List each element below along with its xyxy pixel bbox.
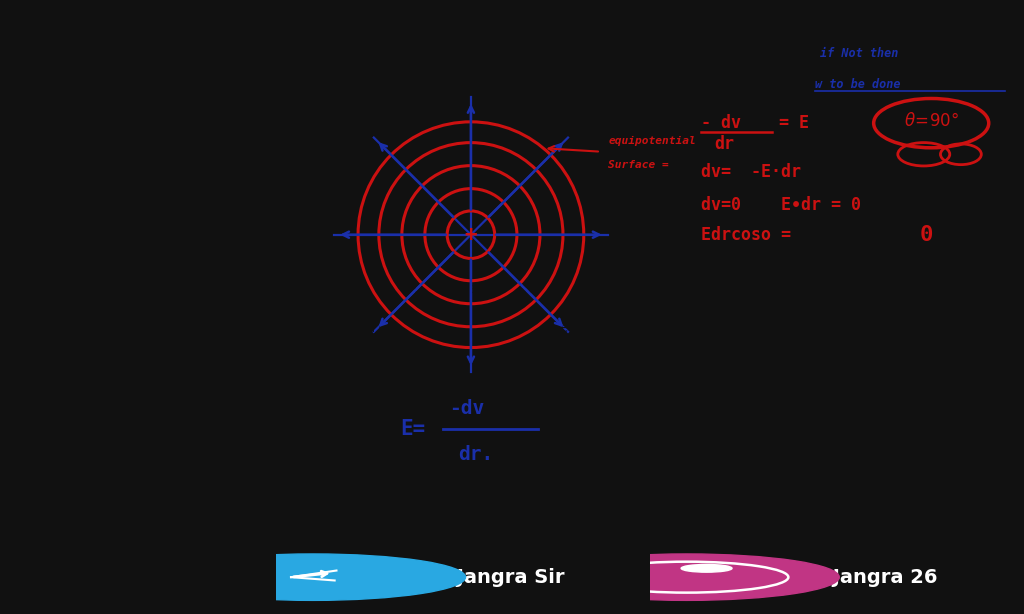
Text: dv=  -E·dr: dv= -E·dr	[701, 163, 801, 181]
Text: E=: E=	[400, 419, 426, 439]
Text: equipotential: equipotential	[608, 136, 696, 146]
Text: Surface =: Surface =	[608, 160, 669, 169]
Text: if Not then: if Not then	[820, 47, 898, 60]
Text: w to be done: w to be done	[815, 78, 900, 91]
Circle shape	[160, 554, 466, 600]
Text: = E: = E	[779, 114, 809, 132]
Text: +: +	[465, 225, 477, 245]
Text: Sunil Jangra 26: Sunil Jangra 26	[771, 568, 937, 586]
Text: • Equipotential  Surfaces  are  closer  together  in  the  region: • Equipotential Surfaces are closer toge…	[297, 282, 833, 296]
Text: dr.: dr.	[459, 445, 494, 464]
Text: -dv: -dv	[449, 399, 484, 418]
Text: of  strong  field  and  farther  apart  in  the  regions  of  weak: of strong field and farther apart in the…	[297, 321, 865, 335]
Text: Edrcoso =: Edrcoso =	[701, 226, 801, 244]
Circle shape	[681, 564, 732, 572]
Text: 0: 0	[920, 225, 934, 245]
Text: fields.: fields.	[297, 360, 379, 374]
Text: Sunil Jangra Sir: Sunil Jangra Sir	[395, 568, 565, 586]
Text: dr: dr	[715, 135, 734, 153]
Text: $\theta\!=\!90°$: $\theta\!=\!90°$	[903, 112, 958, 130]
Text: - dv: - dv	[701, 114, 741, 132]
Circle shape	[534, 554, 840, 600]
Text: • Electric field is always  perpendicular (Normal)  to  the: • Electric field is always perpendicular…	[297, 41, 791, 55]
Text: dv=0    E∙dr = 0: dv=0 E∙dr = 0	[701, 196, 861, 214]
Text: equipotential  Surface  at  every  point.: equipotential Surface at every point.	[297, 77, 665, 91]
